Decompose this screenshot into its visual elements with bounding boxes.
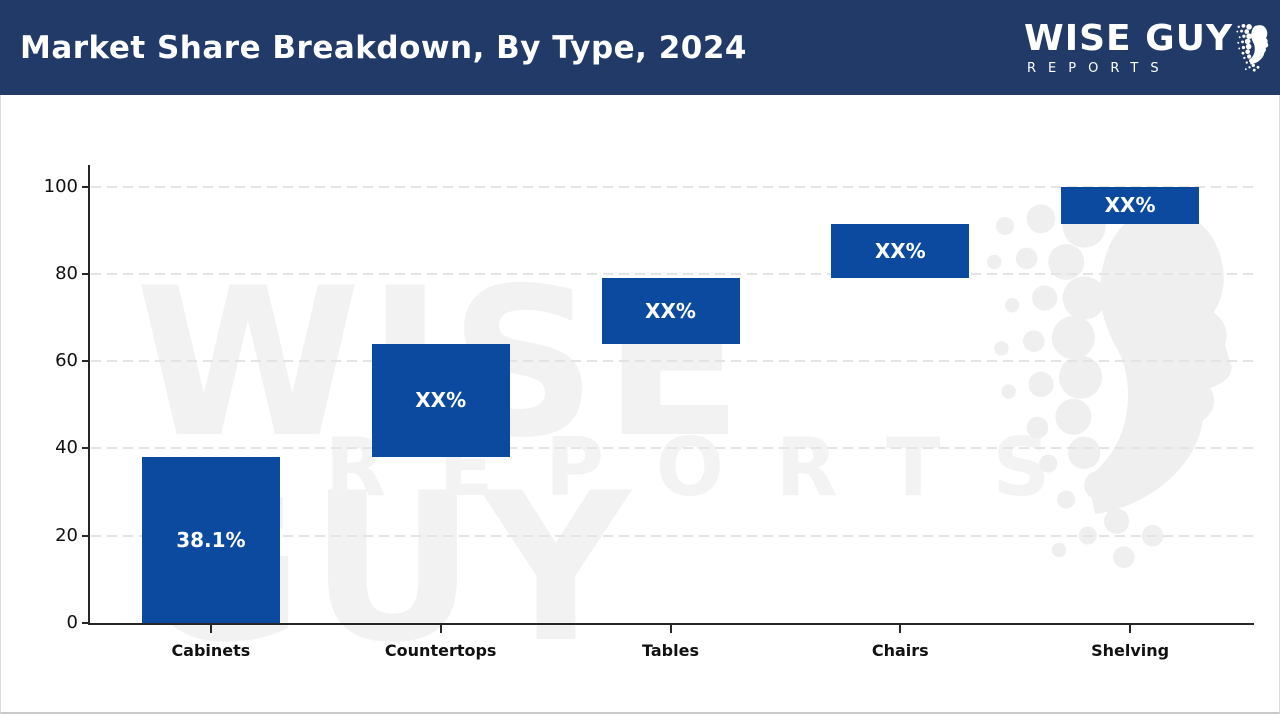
y-tick-mark: [82, 185, 90, 188]
bar-value-label: 38.1%: [176, 527, 246, 552]
brand-dotted-face-icon: [1236, 24, 1269, 72]
brand-logo-text: WISE GUY REPORTS: [1024, 17, 1234, 76]
x-category-label: Tables: [642, 641, 699, 660]
y-tick-label: 40: [55, 437, 78, 459]
y-tick-label: 20: [55, 524, 78, 546]
bar-value-label: XX%: [874, 238, 926, 263]
bar-tables: XX%: [601, 277, 740, 345]
y-axis-line: [88, 165, 90, 625]
x-category-label: Chairs: [871, 641, 929, 660]
bar-cabinets: 38.1%: [141, 456, 280, 623]
x-tick-mark: [1129, 625, 1132, 633]
y-tick-mark: [82, 622, 90, 624]
x-category-label: Cabinets: [171, 641, 251, 660]
y-tick-label: 0: [66, 612, 78, 633]
bar-shelving: XX%: [1061, 186, 1200, 224]
bar-value-label: XX%: [415, 388, 467, 413]
y-tick-label: 80: [55, 262, 78, 284]
brand-name: WISE GUY: [1024, 17, 1234, 59]
bar-value-label: XX%: [645, 298, 696, 323]
gridline-y80: [91, 272, 1255, 275]
figure-border: [0, 95, 1280, 714]
x-tick-mark: [209, 625, 212, 633]
y-tick-mark: [82, 360, 90, 363]
x-tick-mark: [899, 625, 902, 633]
gridline-y100: [91, 185, 1255, 188]
gridline-y40: [91, 447, 1255, 450]
x-category-label: Countertops: [384, 641, 497, 660]
chart-title: Market Share Breakdown, By Type, 2024: [20, 29, 748, 66]
bar-chairs: XX%: [831, 223, 970, 278]
header-bar: Market Share Breakdown, By Type, 2024 WI…: [0, 0, 1280, 95]
gridline-y20: [91, 534, 1255, 537]
bar-value-label: XX%: [1104, 193, 1156, 218]
y-tick-mark: [82, 272, 90, 275]
y-tick-label: 60: [55, 350, 78, 372]
gridline-y60: [91, 360, 1255, 363]
x-axis-line: [88, 623, 1254, 625]
brand-logo: WISE GUY REPORTS: [1024, 4, 1274, 92]
x-category-label: Shelving: [1091, 641, 1170, 660]
bar-countertops: XX%: [371, 344, 510, 457]
y-tick-mark: [82, 447, 90, 450]
x-tick-mark: [439, 625, 442, 633]
y-tick-mark: [82, 534, 90, 537]
x-tick-mark: [669, 625, 672, 633]
brand-subtitle: REPORTS: [1027, 60, 1171, 76]
y-tick-label: 100: [43, 175, 78, 197]
